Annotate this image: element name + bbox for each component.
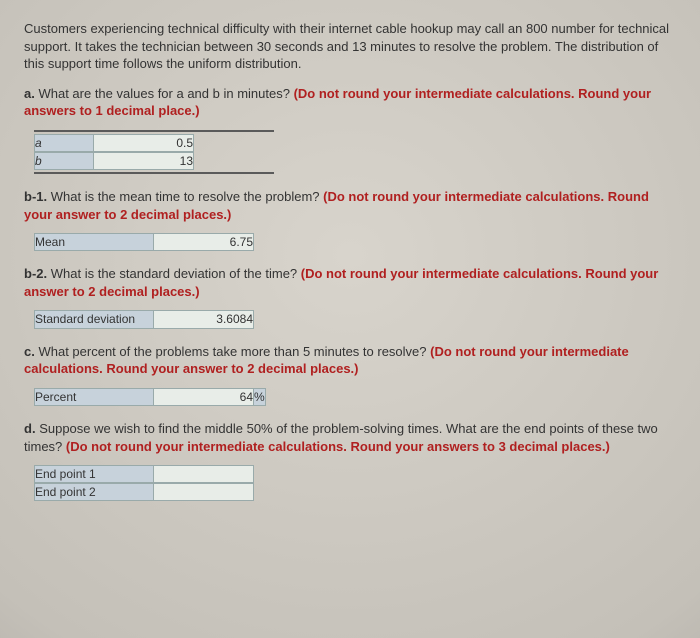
value-sd[interactable]: 3.6084 (154, 310, 254, 328)
part-b2: b-2. What is the standard deviation of t… (24, 265, 676, 328)
label-ep2: End point 2 (34, 483, 154, 501)
value-b[interactable]: 13 (94, 152, 194, 170)
part-b1-answers: Mean 6.75 (34, 233, 676, 251)
value-ep1[interactable] (154, 465, 254, 483)
part-b2-label: b-2. (24, 266, 47, 281)
label-b: b (34, 152, 94, 170)
row-b: b 13 (34, 152, 194, 170)
part-a-question: What are the values for a and b in minut… (38, 86, 293, 101)
label-sd: Standard deviation (34, 310, 154, 328)
part-d-hint: (Do not round your intermediate calculat… (66, 439, 610, 454)
value-a[interactable]: 0.5 (94, 134, 194, 152)
part-b1-label: b-1. (24, 189, 47, 204)
part-c: c. What percent of the problems take mor… (24, 343, 676, 406)
part-c-label: c. (24, 344, 35, 359)
value-mean[interactable]: 6.75 (154, 233, 254, 251)
intro-text: Customers experiencing technical difficu… (24, 20, 676, 73)
value-percent[interactable]: 64 (154, 388, 254, 406)
row-ep2: End point 2 (34, 483, 254, 501)
part-d-answers: End point 1 End point 2 (34, 465, 676, 501)
row-percent: Percent 64 % (34, 388, 266, 406)
part-b1-question: What is the mean time to resolve the pro… (51, 189, 323, 204)
part-b2-question: What is the standard deviation of the ti… (51, 266, 301, 281)
part-d-label: d. (24, 421, 36, 436)
part-b1: b-1. What is the mean time to resolve th… (24, 188, 676, 251)
part-c-answers: Percent 64 % (34, 388, 676, 406)
label-percent: Percent (34, 388, 154, 406)
part-c-question: What percent of the problems take more t… (38, 344, 430, 359)
part-a: a. What are the values for a and b in mi… (24, 85, 676, 174)
row-ep1: End point 1 (34, 465, 254, 483)
part-d: d. Suppose we wish to find the middle 50… (24, 420, 676, 501)
row-sd: Standard deviation 3.6084 (34, 310, 254, 328)
label-ep1: End point 1 (34, 465, 154, 483)
row-mean: Mean 6.75 (34, 233, 254, 251)
label-mean: Mean (34, 233, 154, 251)
label-a: a (34, 134, 94, 152)
value-ep2[interactable] (154, 483, 254, 501)
unit-percent: % (254, 388, 266, 406)
row-a: a 0.5 (34, 134, 194, 152)
part-b2-answers: Standard deviation 3.6084 (34, 310, 676, 328)
part-a-answers: a 0.5 b 13 (34, 130, 676, 174)
part-a-label: a. (24, 86, 35, 101)
